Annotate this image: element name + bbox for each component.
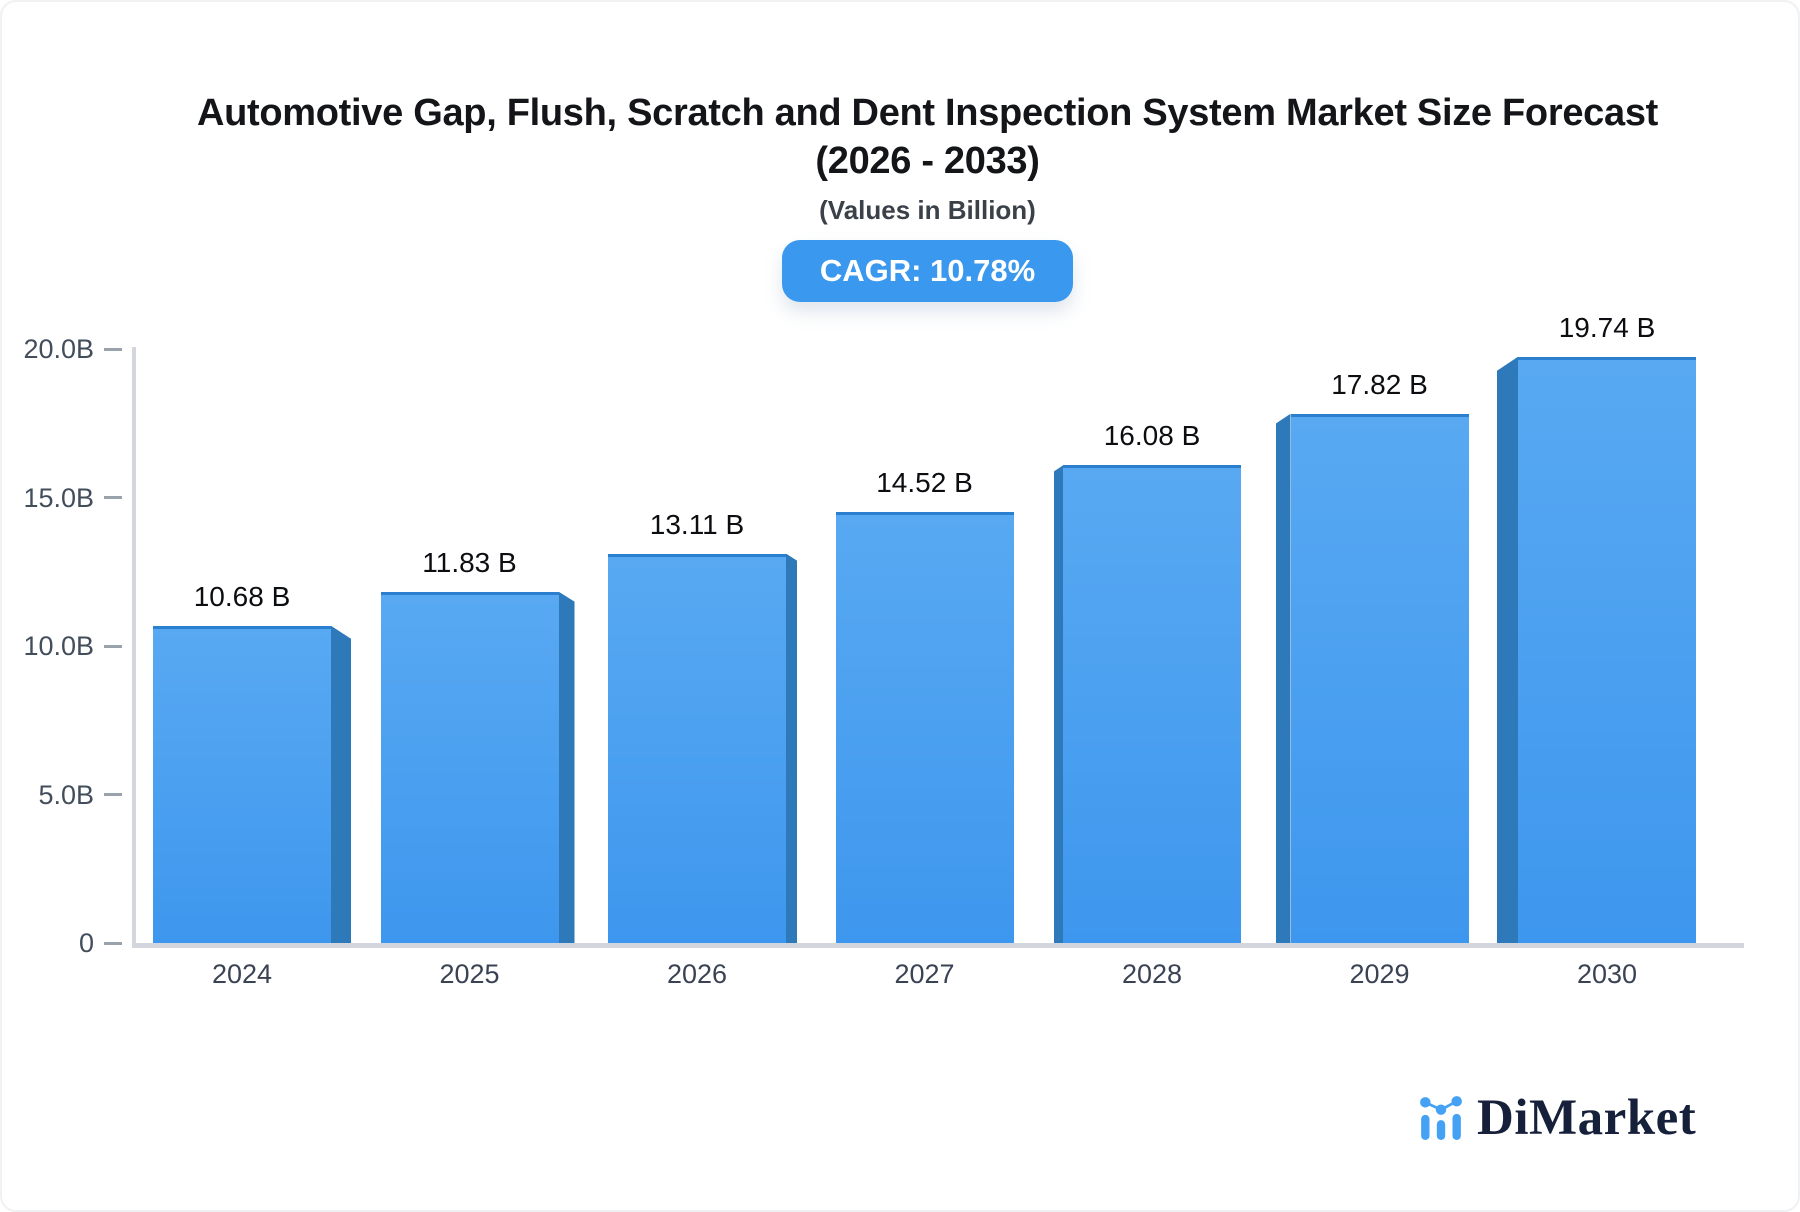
x-tick-label: 2027 <box>894 959 955 989</box>
y-tick-mark <box>104 496 122 499</box>
y-tick-label: 15.0B <box>23 482 94 513</box>
bar-3d-side <box>558 591 575 943</box>
y-tick-label: 10.0B <box>23 631 94 661</box>
bar-3d-side <box>1497 356 1518 943</box>
cagr-badge: CAGR: 10.78% <box>781 240 1074 302</box>
chart-title-range: (2026 - 2033) <box>815 139 1040 182</box>
y-tick-mark <box>104 941 122 945</box>
y-tick-label: 20.0B <box>23 334 94 364</box>
bar-value-label: 16.08 B <box>1103 420 1201 452</box>
bar-3d-side <box>786 553 797 943</box>
y-tick-mark <box>104 347 122 351</box>
y-axis-line <box>132 347 136 947</box>
chart-title: Automotive Gap, Flush, Scratch and Dent … <box>196 92 1659 134</box>
bar-value-label: 13.11 B <box>649 508 745 540</box>
y-tick-label: 5.0B <box>38 779 94 810</box>
bar-3d-side <box>1275 413 1291 943</box>
chart-header: Automotive Gap, Flush, Scratch and Dent … <box>57 90 1798 302</box>
x-tick-label: 2029 <box>1349 959 1410 989</box>
bar-2026 <box>608 553 786 943</box>
y-tick-mark <box>104 793 122 796</box>
brand-logo: DiMarket <box>1418 1090 1697 1147</box>
bar-2029 <box>1290 413 1469 943</box>
brand-name: DiMarket <box>1477 1090 1697 1147</box>
bar-value-label: 11.83 B <box>422 546 517 578</box>
x-tick-label: 2024 <box>211 959 273 989</box>
bar-3d-side <box>1054 465 1063 943</box>
bar-value-label: 14.52 B <box>876 466 973 498</box>
bar-value-label: 17.82 B <box>1331 368 1428 400</box>
x-tick-label: 2030 <box>1576 959 1638 989</box>
bar-2025 <box>380 591 559 943</box>
y-tick-mark <box>104 644 122 648</box>
x-tick-label: 2025 <box>439 959 500 989</box>
bar-3d-side <box>331 625 351 943</box>
x-axis-line <box>132 943 1744 948</box>
bar-chart-with-trend-dots-icon <box>1420 1096 1462 1140</box>
x-tick-label: 2028 <box>1121 959 1183 989</box>
y-tick-label: 0 <box>78 928 94 958</box>
bar-value-label: 19.74 B <box>1558 311 1656 343</box>
bar-2024 <box>153 625 331 943</box>
x-tick-label: 2026 <box>666 959 728 989</box>
bar-value-label: 10.68 B <box>193 580 291 612</box>
bar-2028 <box>1063 465 1241 943</box>
bar-2030 <box>1518 356 1696 943</box>
chart-subtitle: (Values in Billion) <box>819 195 1036 225</box>
bar-2027 <box>835 511 1014 943</box>
